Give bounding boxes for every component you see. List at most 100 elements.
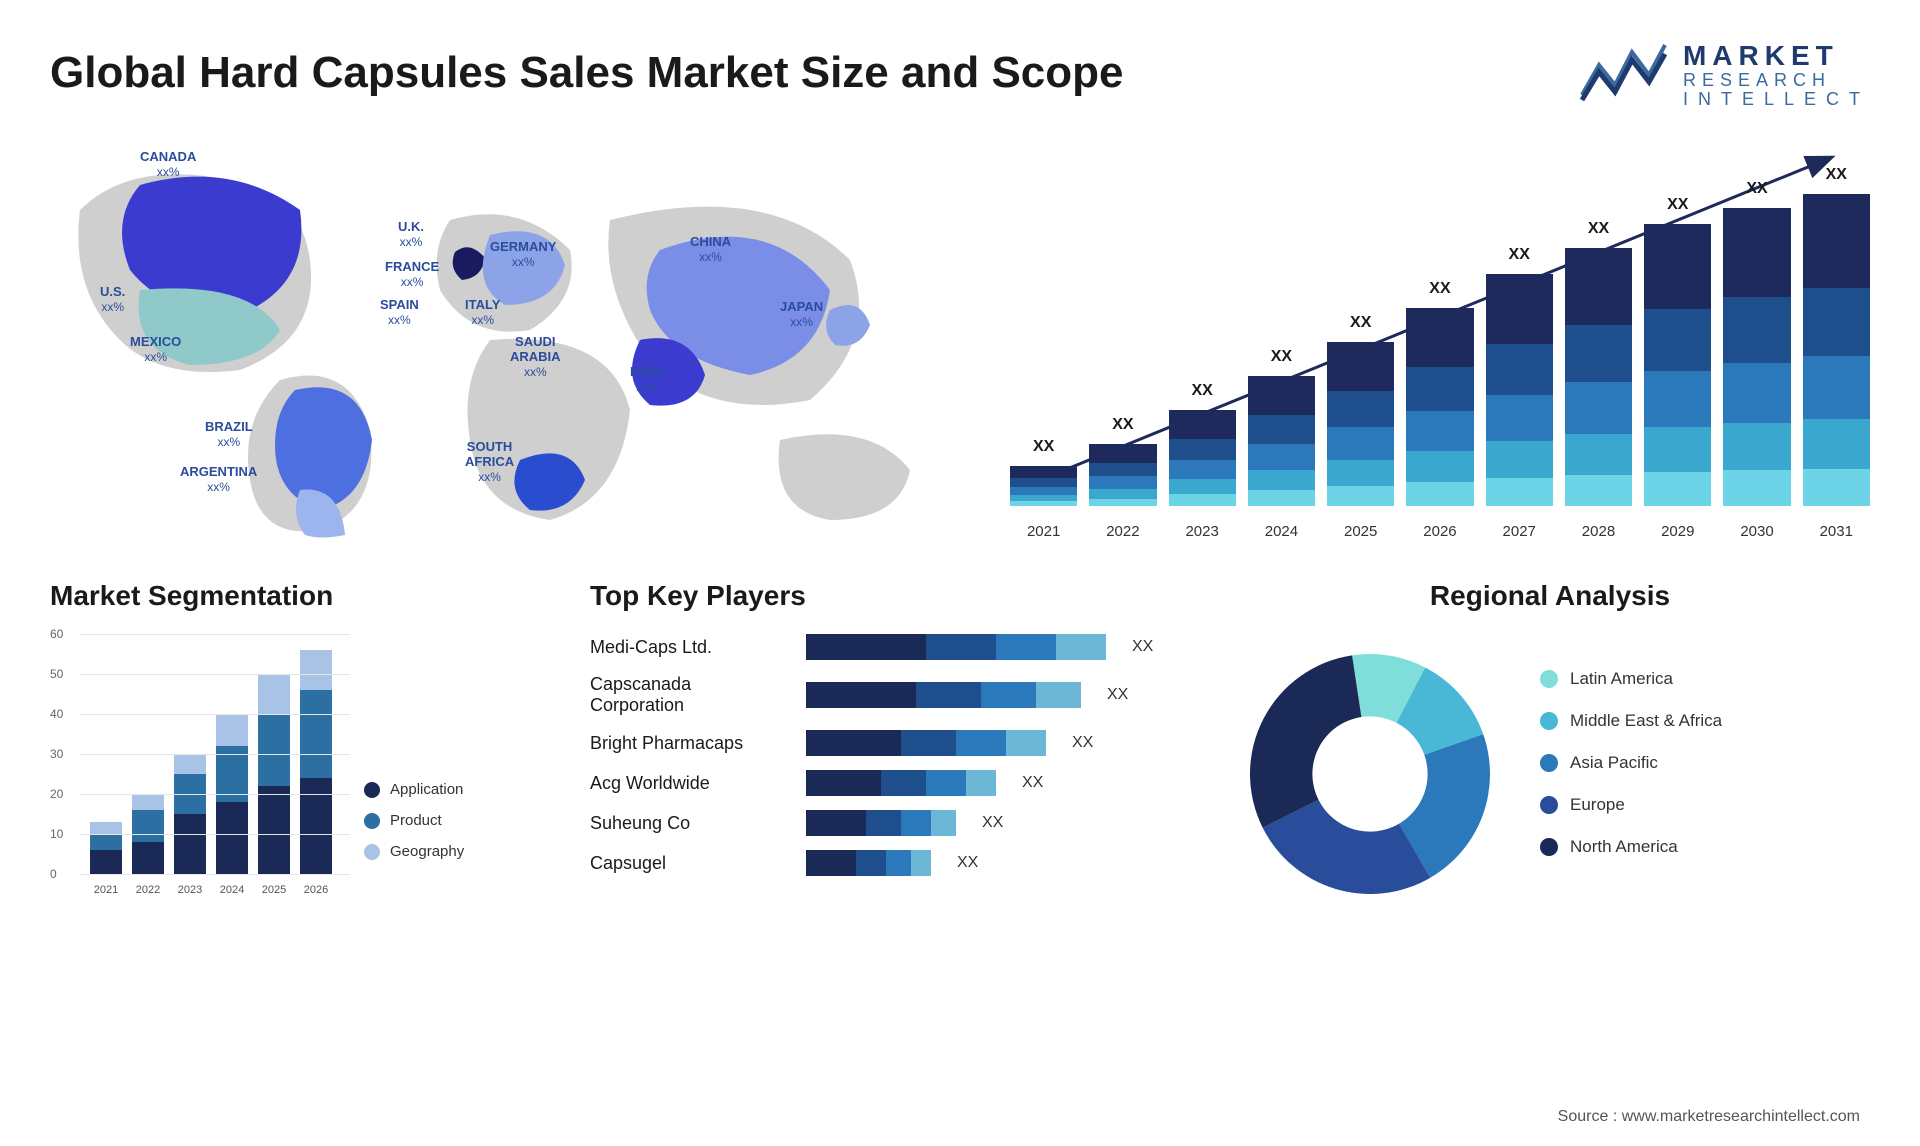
forecast-year-label: 2028 xyxy=(1565,523,1632,540)
forecast-bar-label: XX xyxy=(1010,438,1077,456)
region-legend-item: Asia Pacific xyxy=(1540,753,1722,773)
player-row: Capscanada CorporationXX xyxy=(590,674,1210,716)
map-label: CHINAxx% xyxy=(690,235,731,265)
regional-legend: Latin America Middle East & Africa Asia Pa… xyxy=(1540,669,1722,879)
page-title: Global Hard Capsules Sales Market Size a… xyxy=(50,48,1124,98)
forecast-bar: XX xyxy=(1327,342,1394,506)
region-legend-item: North America xyxy=(1540,837,1722,857)
map-label: ITALYxx% xyxy=(465,298,500,328)
seg-y-tick: 10 xyxy=(50,827,63,841)
brand-line-3: INTELLECT xyxy=(1683,90,1870,109)
player-value: XX xyxy=(957,854,978,872)
seg-legend-item: Geography xyxy=(364,843,464,860)
player-row: Acg Worldwide XX xyxy=(590,770,1210,796)
forecast-bar-label: XX xyxy=(1644,196,1711,214)
player-value: XX xyxy=(1022,774,1043,792)
segmentation-chart: 202120222023202420252026 0102030405060 xyxy=(50,634,350,874)
segmentation-section: Market Segmentation 20212022202320242025… xyxy=(50,580,570,914)
source-text: Source : www.marketresearchintellect.com xyxy=(1558,1108,1860,1126)
forecast-year-label: 2021 xyxy=(1010,523,1077,540)
forecast-bar: XX xyxy=(1486,274,1553,506)
players-section: Top Key Players Medi-Caps Ltd. XX Capscana… xyxy=(590,580,1210,914)
player-name: Capscanada Corporation xyxy=(590,674,790,716)
player-name: Acg Worldwide xyxy=(590,773,790,794)
player-bar xyxy=(806,770,996,796)
player-row: Bright PharmacapsXX xyxy=(590,730,1210,756)
seg-bar xyxy=(300,650,332,874)
segmentation-title: Market Segmentation xyxy=(50,580,570,612)
map-label: SOUTHAFRICAxx% xyxy=(465,440,514,485)
forecast-year-label: 2029 xyxy=(1644,523,1711,540)
player-row: Suheung Co XX xyxy=(590,810,1210,836)
seg-y-tick: 20 xyxy=(50,787,63,801)
regional-title: Regional Analysis xyxy=(1230,580,1870,612)
seg-legend-item: Application xyxy=(364,781,464,798)
segmentation-legend: Application Product Geography xyxy=(364,781,464,874)
forecast-bar: XX xyxy=(1803,194,1870,506)
forecast-bar: XX xyxy=(1723,208,1790,506)
forecast-bar: XX xyxy=(1010,466,1077,506)
player-name: Suheung Co xyxy=(590,813,790,834)
seg-y-tick: 0 xyxy=(50,867,57,881)
forecast-bar-label: XX xyxy=(1803,166,1870,184)
seg-x-label: 2026 xyxy=(300,884,332,896)
player-bar xyxy=(806,810,956,836)
forecast-bar-label: XX xyxy=(1089,416,1156,434)
forecast-year-label: 2030 xyxy=(1723,523,1790,540)
forecast-year-label: 2024 xyxy=(1248,523,1315,540)
seg-x-label: 2022 xyxy=(132,884,164,896)
forecast-bar: XX xyxy=(1644,224,1711,506)
seg-y-tick: 50 xyxy=(50,667,63,681)
forecast-year-label: 2026 xyxy=(1406,523,1473,540)
map-label: U.S.xx% xyxy=(100,285,125,315)
forecast-chart: XXXXXXXXXXXXXXXXXXXXXX 20212022202320242… xyxy=(1010,140,1870,540)
forecast-bar: XX xyxy=(1089,444,1156,506)
seg-legend-item: Product xyxy=(364,812,464,829)
forecast-bar-label: XX xyxy=(1406,280,1473,298)
seg-x-label: 2024 xyxy=(216,884,248,896)
forecast-bar: XX xyxy=(1406,308,1473,506)
regional-section: Regional Analysis Latin America Middle Ea… xyxy=(1230,580,1870,914)
forecast-bar-label: XX xyxy=(1723,180,1790,198)
map-label: MEXICOxx% xyxy=(130,335,181,365)
player-bar xyxy=(806,730,1046,756)
map-label: SPAINxx% xyxy=(380,298,419,328)
player-bar xyxy=(806,634,1106,660)
map-label: SAUDIARABIAxx% xyxy=(510,335,561,380)
player-value: XX xyxy=(982,814,1003,832)
forecast-bar: XX xyxy=(1169,410,1236,506)
player-name: Capsugel xyxy=(590,853,790,874)
player-value: XX xyxy=(1132,638,1153,656)
player-bar xyxy=(806,682,1081,708)
region-legend-item: Latin America xyxy=(1540,669,1722,689)
map-label: JAPANxx% xyxy=(780,300,823,330)
brand-line-2: RESEARCH xyxy=(1683,71,1870,90)
forecast-bar-label: XX xyxy=(1169,382,1236,400)
map-label: CANADAxx% xyxy=(140,150,196,180)
forecast-bar-label: XX xyxy=(1327,314,1394,332)
map-label: BRAZILxx% xyxy=(205,420,253,450)
forecast-bar-label: XX xyxy=(1248,348,1315,366)
region-legend-item: Middle East & Africa xyxy=(1540,711,1722,731)
players-chart: Medi-Caps Ltd.XXCapscanada CorporationXX… xyxy=(590,634,1210,876)
map-label: FRANCExx% xyxy=(385,260,439,290)
map-label: ARGENTINAxx% xyxy=(180,465,257,495)
seg-y-tick: 60 xyxy=(50,627,63,641)
seg-x-label: 2021 xyxy=(90,884,122,896)
brand-line-1: MARKET xyxy=(1683,41,1870,70)
forecast-bar-label: XX xyxy=(1565,220,1632,238)
seg-bar xyxy=(258,674,290,874)
players-title: Top Key Players xyxy=(590,580,1210,612)
forecast-bar: XX xyxy=(1248,376,1315,506)
forecast-year-label: 2023 xyxy=(1169,523,1236,540)
forecast-year-label: 2025 xyxy=(1327,523,1394,540)
regional-donut xyxy=(1230,634,1510,914)
player-row: Medi-Caps Ltd. XX xyxy=(590,634,1210,660)
seg-y-tick: 30 xyxy=(50,747,63,761)
player-name: Bright Pharmacaps xyxy=(590,733,790,754)
forecast-year-label: 2031 xyxy=(1803,523,1870,540)
player-name: Medi-Caps Ltd. xyxy=(590,637,790,658)
region-legend-item: Europe xyxy=(1540,795,1722,815)
map-label: U.K.xx% xyxy=(398,220,424,250)
world-map: CANADAxx% U.S.xx%MEXICOxx% BRAZILxx% ARGENT… xyxy=(50,140,970,540)
